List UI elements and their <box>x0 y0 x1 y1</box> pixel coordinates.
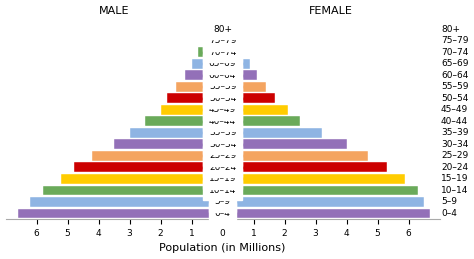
Bar <box>223 117 300 126</box>
Text: 75–79: 75–79 <box>209 36 237 45</box>
Text: 40–44: 40–44 <box>209 117 236 126</box>
Bar <box>223 197 424 207</box>
Bar <box>74 162 223 172</box>
Bar <box>145 117 223 126</box>
Text: 35–39: 35–39 <box>209 128 237 137</box>
Bar <box>207 36 223 46</box>
Bar <box>30 197 223 207</box>
Bar <box>114 140 223 149</box>
Bar <box>92 151 223 161</box>
Text: 0–4: 0–4 <box>215 209 230 218</box>
Bar <box>223 93 275 103</box>
Bar <box>223 36 235 46</box>
Text: 45–49: 45–49 <box>209 105 236 114</box>
Bar <box>223 105 288 115</box>
Text: MALE: MALE <box>99 6 129 16</box>
Bar <box>223 151 368 161</box>
Text: 80+: 80+ <box>213 25 232 34</box>
Bar <box>161 105 223 115</box>
Text: 30–34: 30–34 <box>209 140 236 149</box>
Text: 50–54: 50–54 <box>209 94 236 103</box>
Bar <box>191 59 223 69</box>
Bar <box>223 82 266 92</box>
Bar <box>223 162 387 172</box>
Bar <box>198 47 223 57</box>
Bar <box>223 174 405 184</box>
Bar <box>43 185 223 195</box>
Text: 25–29: 25–29 <box>209 151 236 160</box>
Text: 20–24: 20–24 <box>209 163 236 172</box>
Bar <box>223 185 418 195</box>
Text: 70–74: 70–74 <box>209 48 236 57</box>
Bar <box>185 70 223 80</box>
X-axis label: Population (in Millions): Population (in Millions) <box>159 243 286 254</box>
Bar <box>129 128 223 138</box>
Bar <box>223 47 241 57</box>
Text: 15–19: 15–19 <box>209 174 237 183</box>
Text: 60–64: 60–64 <box>209 71 236 80</box>
Text: 65–69: 65–69 <box>209 59 237 68</box>
Text: 5–9: 5–9 <box>215 197 230 206</box>
Bar <box>223 24 230 34</box>
Bar <box>167 93 223 103</box>
Bar <box>18 208 223 218</box>
Text: 55–59: 55–59 <box>209 82 237 91</box>
Bar <box>176 82 223 92</box>
Bar <box>223 128 322 138</box>
Bar <box>223 208 430 218</box>
Bar <box>223 59 250 69</box>
Text: FEMALE: FEMALE <box>309 6 353 16</box>
Bar <box>223 70 256 80</box>
Bar <box>223 140 346 149</box>
Text: 10–14: 10–14 <box>209 186 236 195</box>
Bar <box>61 174 223 184</box>
Bar <box>213 24 223 34</box>
